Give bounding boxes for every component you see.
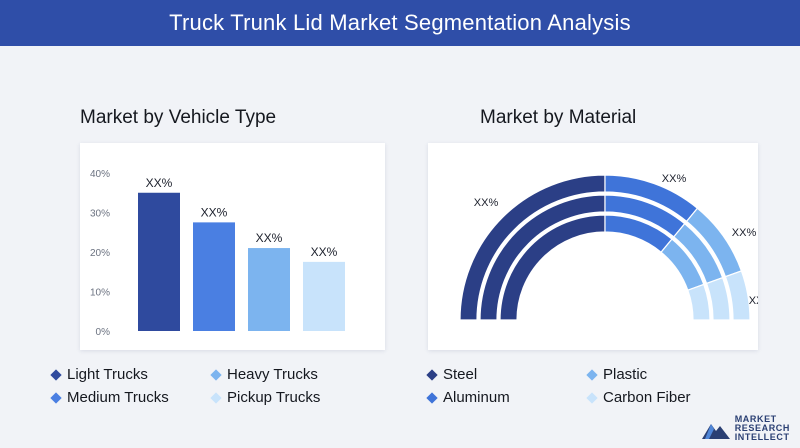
logo-mountain-icon [701,423,730,439]
donut-data-label: XX% [749,295,758,307]
vehicle-type-legend: Light Trucks Heavy Trucks Medium Trucks … [50,366,372,406]
y-tick-label: 30% [90,209,110,220]
bar-data-label: XX% [256,231,283,245]
legend-marker [210,391,222,404]
legend-marker [586,391,598,404]
donut-data-label: XX% [732,227,757,239]
page-title: Truck Trunk Lid Market Segmentation Anal… [169,10,631,35]
logo-wordmark: MARKET RESEARCH INTELLECT [735,415,790,442]
legend-label: Pickup Trucks [227,389,321,406]
legend-item-plastic: Plastic [586,366,748,383]
legend-marker [210,368,222,381]
donut-segment-carbon-fiber [724,270,751,321]
y-tick-label: 20% [90,248,110,259]
market-research-intellect-logo: MARKET RESEARCH INTELLECT [701,415,790,442]
legend-item-medium-trucks: Medium Trucks [50,389,212,406]
legend-item-light-trucks: Light Trucks [50,366,212,383]
legend-marker [426,368,438,381]
logo-line-3: INTELLECT [734,432,790,442]
legend-marker [586,368,598,381]
donut-data-label: XX% [662,173,687,185]
donut-segment-steel [499,214,606,321]
legend-label: Plastic [603,366,648,383]
material-legend: Steel Plastic Aluminum Carbon Fiber [426,366,748,406]
bar-data-label: XX% [311,245,338,259]
legend-label: Heavy Trucks [227,366,318,383]
legend-marker [50,391,62,404]
legend-label: Steel [443,366,478,383]
bar-pickup-trucks [303,261,345,331]
legend-label: Light Trucks [67,366,148,383]
bar-chart: 0% 10% 20% 30% 40% XX% XX% XX% XX% [90,169,345,338]
donut-segment-carbon-fiber [705,276,731,321]
logo-line-1: MARKET [734,414,777,424]
legend-item-pickup-trucks: Pickup Trucks [210,389,372,406]
legend-label: Medium Trucks [67,389,169,406]
donut-chart-card: XX% XX% XX% XX% [428,143,773,350]
logo-line-2: RESEARCH [734,423,790,433]
legend-label: Aluminum [443,389,510,406]
legend-marker [426,391,438,404]
header-bar: Truck Trunk Lid Market Segmentation Anal… [0,0,800,46]
donut-segment-carbon-fiber [687,283,711,321]
donut-data-label: XX% [474,197,499,209]
bar-data-label: XX% [146,176,173,190]
legend-label: Carbon Fiber [603,389,691,406]
y-tick-label: 40% [90,169,110,180]
legend-item-steel: Steel [426,366,588,383]
bar-data-label: XX% [201,205,228,219]
bar-chart-card: 0% 10% 20% 30% 40% XX% XX% XX% XX% [80,143,385,350]
legend-item-aluminum: Aluminum [426,389,588,406]
legend-item-carbon-fiber: Carbon Fiber [586,389,748,406]
legend-item-heavy-trucks: Heavy Trucks [210,366,372,383]
donut-chart: XX% XX% XX% XX% [459,173,773,321]
legend-marker [50,368,62,381]
material-title: Market by Material [480,107,637,128]
y-tick-label: 0% [96,327,111,338]
bar-heavy-trucks [248,248,290,331]
y-tick-label: 10% [90,288,110,299]
bar-medium-trucks [193,222,235,331]
bar-light-trucks [138,192,180,331]
vehicle-type-title: Market by Vehicle Type [80,107,277,128]
